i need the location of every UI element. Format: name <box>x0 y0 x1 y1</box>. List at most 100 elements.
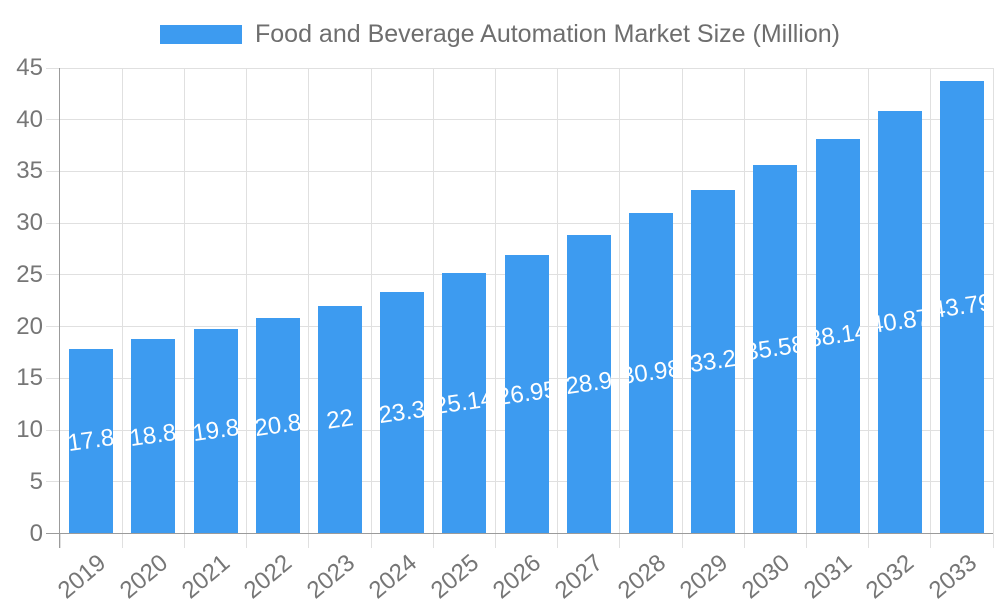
bar-value-label: 26.95 <box>504 376 549 412</box>
x-axis-tick <box>681 533 683 548</box>
bar[interactable]: 18.8 <box>131 339 176 534</box>
bar[interactable]: 30.98 <box>628 213 673 534</box>
x-axis-tick-label: 2031 <box>798 549 858 600</box>
bar[interactable]: 28.9 <box>566 234 611 534</box>
x-axis-tick <box>59 533 61 548</box>
y-axis-tick <box>46 119 60 121</box>
y-axis-tick <box>46 170 60 172</box>
bar-value-label: 35.58 <box>753 331 798 367</box>
bar-value-label: 40.87 <box>877 304 922 340</box>
y-axis-tick-label: 15 <box>16 364 43 392</box>
x-gridline <box>868 68 870 534</box>
y-axis-tick <box>46 67 60 69</box>
legend-item[interactable]: Food and Beverage Automation Market Size… <box>0 18 1000 50</box>
x-axis-tick <box>557 533 559 548</box>
bar[interactable]: 38.14 <box>815 138 860 534</box>
x-gridline <box>432 68 434 534</box>
x-axis-tick-label: 2030 <box>736 549 796 600</box>
bar-value-label: 17.8 <box>69 424 114 458</box>
x-gridline <box>681 68 683 534</box>
y-gridline <box>60 222 993 224</box>
x-axis-tick <box>805 533 807 548</box>
x-axis-tick <box>494 533 496 548</box>
y-axis-tick-label: 10 <box>16 416 43 444</box>
x-axis-tick <box>619 533 621 548</box>
legend-label: Food and Beverage Automation Market Size… <box>254 19 840 48</box>
x-axis-tick <box>930 533 932 548</box>
bar[interactable]: 26.95 <box>504 254 549 534</box>
x-gridline <box>246 68 248 534</box>
x-axis-line <box>46 533 993 534</box>
x-axis-tick-label: 2020 <box>114 549 174 600</box>
x-gridline <box>743 68 745 534</box>
y-axis-tick-label: 5 <box>29 467 43 495</box>
y-axis-tick-label: 20 <box>16 312 43 340</box>
bar-value-label: 43.79 <box>939 288 984 325</box>
x-axis-tick-label: 2026 <box>487 549 547 600</box>
bar[interactable]: 43.79 <box>939 80 984 534</box>
y-axis-tick-label: 25 <box>16 260 43 288</box>
x-gridline <box>308 68 310 534</box>
x-axis-tick <box>308 533 310 548</box>
y-axis-tick <box>46 326 60 328</box>
bar[interactable]: 40.87 <box>877 110 922 534</box>
y-axis-tick-label: 35 <box>16 157 43 185</box>
x-axis-tick-label: 2022 <box>239 549 298 600</box>
x-gridline <box>930 68 932 534</box>
x-axis-tick-label: 2029 <box>674 549 733 600</box>
x-gridline <box>805 68 807 534</box>
y-gridline <box>60 67 993 69</box>
x-gridline <box>494 68 496 534</box>
y-axis-tick <box>46 274 60 276</box>
bar-value-label: 38.14 <box>815 318 860 354</box>
x-axis-tick <box>370 533 372 548</box>
bar[interactable]: 35.58 <box>753 165 798 534</box>
x-axis-tick-label: 2023 <box>301 549 360 600</box>
y-axis-tick-label: 30 <box>16 209 43 237</box>
x-axis-tick-label: 2027 <box>550 549 609 600</box>
y-axis-tick-label: 40 <box>16 105 43 133</box>
bar[interactable]: 19.8 <box>193 328 238 534</box>
y-axis-tick <box>46 429 60 431</box>
bar-value-label: 22 <box>324 403 355 435</box>
y-axis-tick-label: 45 <box>16 54 43 81</box>
x-axis-tick-label: 2024 <box>363 549 422 600</box>
x-gridline <box>370 68 372 534</box>
x-axis-tick-label: 2032 <box>861 549 920 600</box>
x-axis-tick-label: 2028 <box>612 549 671 600</box>
bar-value-label: 19.8 <box>193 413 238 448</box>
bar[interactable]: 22 <box>317 305 362 534</box>
y-axis-tick <box>46 377 60 379</box>
bar-value-label: 18.8 <box>131 419 176 453</box>
y-axis-tick-label: 0 <box>29 519 43 547</box>
x-axis-tick <box>743 533 745 548</box>
y-gridline <box>60 170 993 172</box>
bar[interactable]: 17.8 <box>69 349 114 534</box>
y-axis-line <box>59 68 60 548</box>
x-axis-tick <box>121 533 123 548</box>
bar-value-label: 28.9 <box>566 366 611 401</box>
x-gridline <box>557 68 559 534</box>
bar-value-label: 33.2 <box>691 344 736 378</box>
bar-value-label: 23.3 <box>380 395 425 430</box>
y-gridline <box>60 119 993 121</box>
x-axis-tick <box>868 533 870 548</box>
bar[interactable]: 23.3 <box>380 292 425 534</box>
x-axis-tick-label: 2021 <box>176 549 236 600</box>
x-gridline <box>992 68 994 534</box>
bar-value-label: 20.8 <box>255 408 300 443</box>
x-axis-tick <box>992 533 994 548</box>
x-axis-tick <box>183 533 185 548</box>
x-gridline <box>121 68 123 534</box>
x-axis-tick <box>432 533 434 548</box>
bar-value-label: 25.14 <box>442 385 487 421</box>
y-axis-tick <box>46 481 60 483</box>
legend-swatch <box>159 24 242 44</box>
bar[interactable]: 25.14 <box>442 273 487 534</box>
x-axis-tick-label: 2019 <box>52 549 111 600</box>
bar[interactable]: 20.8 <box>255 318 300 534</box>
bar[interactable]: 33.2 <box>691 190 736 534</box>
x-axis-tick <box>246 533 248 548</box>
x-axis-tick-label: 2025 <box>425 549 485 600</box>
